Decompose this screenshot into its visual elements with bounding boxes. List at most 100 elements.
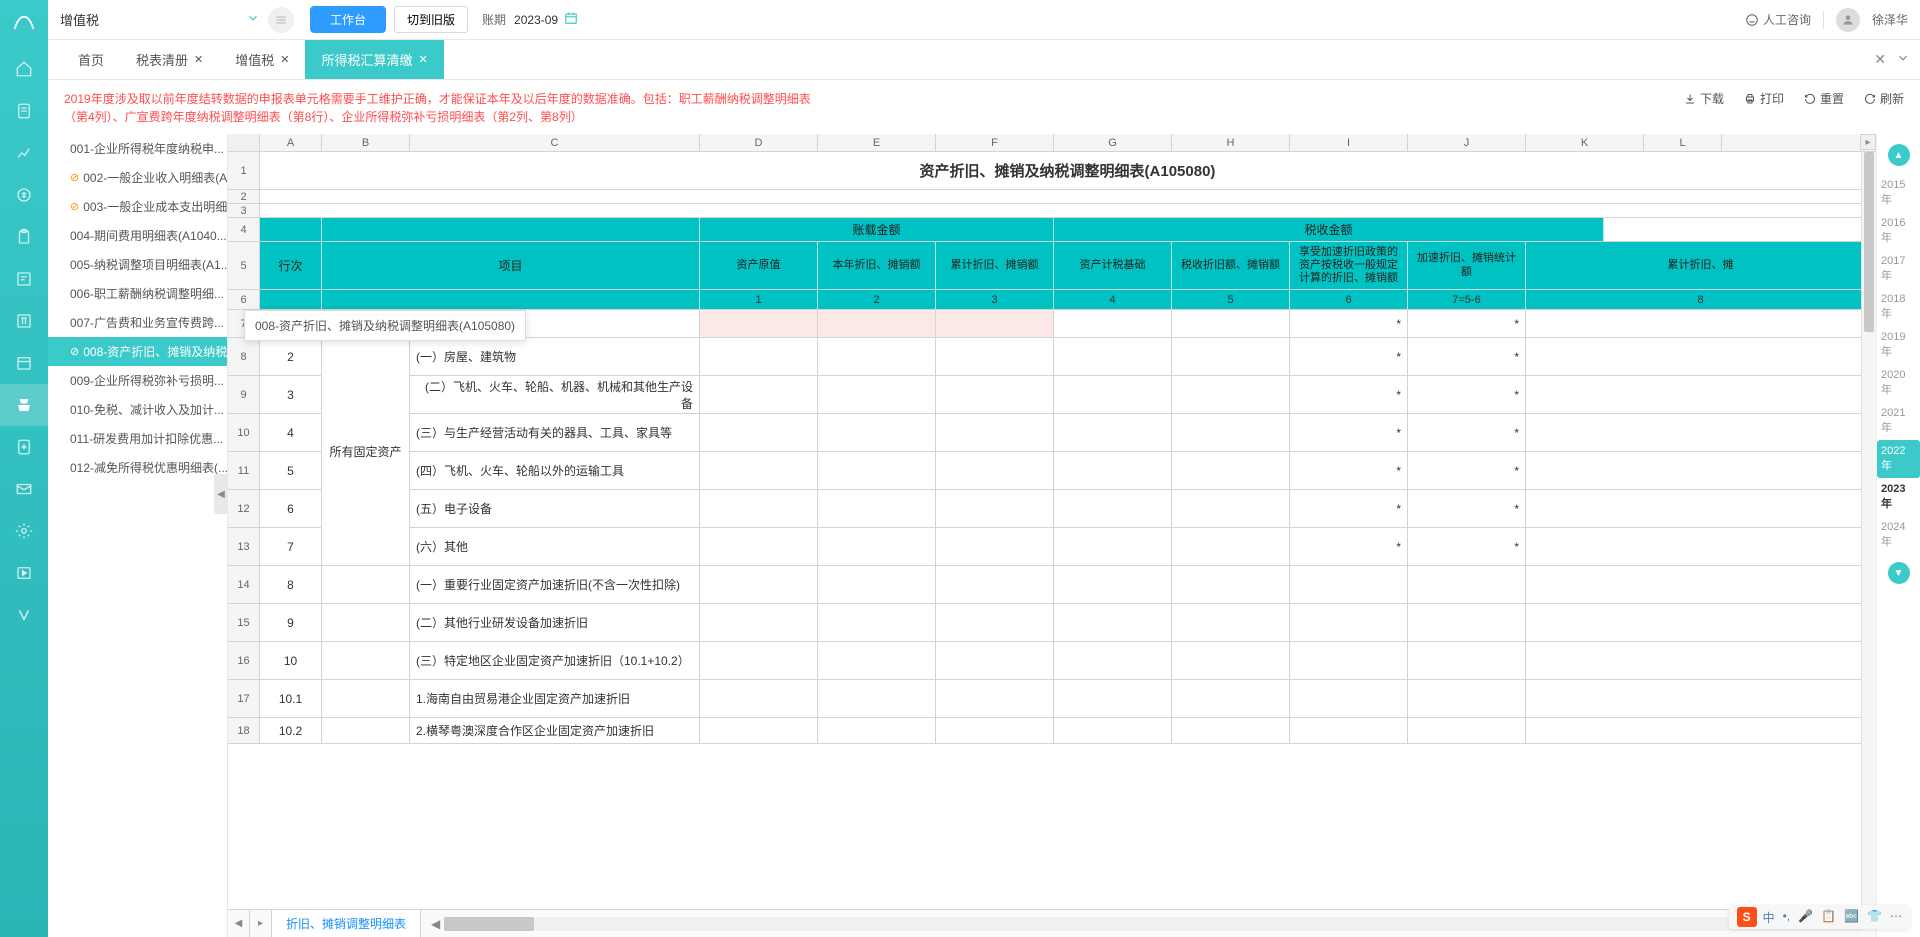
row-header[interactable]: 17 — [228, 680, 260, 717]
table-cell[interactable] — [322, 642, 410, 679]
table-cell[interactable] — [322, 718, 410, 743]
year-item[interactable]: 2016年 — [1877, 212, 1920, 250]
table-cell[interactable] — [1054, 718, 1172, 743]
nav-home-icon[interactable] — [0, 48, 48, 90]
table-cell[interactable] — [936, 604, 1054, 641]
table-cell[interactable] — [700, 642, 818, 679]
table-cell[interactable] — [1526, 338, 1876, 375]
tree-item-10[interactable]: 011-研发费用加计扣除优惠... — [48, 424, 227, 453]
refresh-button[interactable]: 刷新 — [1864, 90, 1904, 107]
table-cell[interactable] — [818, 310, 936, 337]
tree-item-5[interactable]: 006-职工薪酬纳税调整明细... — [48, 279, 227, 308]
user-avatar-icon[interactable] — [1836, 8, 1860, 32]
table-cell[interactable] — [1172, 452, 1290, 489]
table-cell[interactable] — [1054, 642, 1172, 679]
calendar-icon[interactable] — [564, 11, 578, 28]
period-value[interactable]: 2023-09 — [514, 13, 558, 27]
table-cell[interactable] — [818, 680, 936, 717]
table-cell[interactable]: (三）与生产经营活动有关的器具、工具、家具等 — [410, 414, 700, 451]
table-cell[interactable] — [1290, 642, 1408, 679]
ime-logo-icon[interactable]: S — [1737, 907, 1757, 927]
table-cell[interactable] — [322, 680, 410, 717]
year-item[interactable]: 2018年 — [1877, 288, 1920, 326]
tab-2[interactable]: 增值税✕ — [219, 40, 305, 79]
table-cell[interactable] — [1290, 604, 1408, 641]
consult-link[interactable]: 人工咨询 — [1745, 11, 1811, 28]
table-cell[interactable] — [1172, 376, 1290, 413]
table-cell[interactable] — [818, 414, 936, 451]
row-header[interactable]: 11 — [228, 452, 260, 489]
tab-close-icon[interactable]: ✕ — [280, 53, 289, 66]
table-cell[interactable]: * — [1290, 338, 1408, 375]
ime-button[interactable]: 👕 — [1867, 909, 1882, 926]
row-header[interactable]: 3 — [228, 204, 260, 217]
table-cell[interactable] — [700, 566, 818, 603]
year-item[interactable]: 2022年 — [1877, 440, 1920, 478]
table-cell[interactable]: * — [1408, 452, 1526, 489]
table-cell[interactable] — [1526, 642, 1876, 679]
table-cell[interactable]: (一）重要行业固定资产加速折旧(不含一次性扣除) — [410, 566, 700, 603]
col-header-F[interactable]: F — [936, 134, 1054, 151]
table-cell[interactable] — [700, 528, 818, 565]
table-cell[interactable] — [1526, 490, 1876, 527]
table-cell[interactable]: (二）飞机、火车、轮船、机器、机械和其他生产设备 — [410, 376, 700, 413]
nav-mail-icon[interactable] — [0, 468, 48, 510]
tab-3[interactable]: 所得税汇算清缴✕ — [305, 40, 443, 79]
table-cell[interactable] — [936, 566, 1054, 603]
table-cell[interactable] — [1054, 338, 1172, 375]
nav-doc-icon[interactable] — [0, 90, 48, 132]
col-header-I[interactable]: I — [1290, 134, 1408, 151]
table-cell[interactable]: 10.2 — [260, 718, 322, 743]
nav-chart-icon[interactable] — [0, 132, 48, 174]
table-cell[interactable] — [936, 490, 1054, 527]
tab-close-all-icon[interactable]: ✕ — [1874, 51, 1886, 68]
table-cell[interactable]: * — [1408, 414, 1526, 451]
row-header[interactable]: 5 — [228, 242, 260, 289]
row-header[interactable]: 12 — [228, 490, 260, 527]
tree-item-0[interactable]: 001-企业所得税年度纳税申... — [48, 134, 227, 163]
table-cell[interactable]: * — [1408, 490, 1526, 527]
year-item[interactable]: 2019年 — [1877, 326, 1920, 364]
col-header-B[interactable]: B — [322, 134, 410, 151]
table-cell[interactable] — [700, 490, 818, 527]
table-cell[interactable] — [1526, 528, 1876, 565]
col-header-E[interactable]: E — [818, 134, 936, 151]
table-cell[interactable] — [1054, 528, 1172, 565]
table-cell[interactable]: (六）其他 — [410, 528, 700, 565]
table-cell[interactable] — [1526, 310, 1876, 337]
table-cell[interactable] — [818, 376, 936, 413]
row-header[interactable]: 18 — [228, 718, 260, 743]
year-item[interactable]: 2021年 — [1877, 402, 1920, 440]
col-header-J[interactable]: J — [1408, 134, 1526, 151]
row-header[interactable]: 15 — [228, 604, 260, 641]
row-header[interactable]: 8 — [228, 338, 260, 375]
nav-form-icon[interactable] — [0, 258, 48, 300]
table-cell[interactable]: 7 — [260, 528, 322, 565]
table-cell[interactable] — [1172, 414, 1290, 451]
table-cell[interactable] — [1526, 718, 1876, 743]
ime-button[interactable]: 🎤 — [1798, 909, 1813, 926]
nav-tax-icon[interactable] — [0, 384, 48, 426]
workbench-button[interactable]: 工作台 — [310, 6, 386, 33]
table-cell[interactable]: (一）房屋、建筑物 — [410, 338, 700, 375]
table-cell[interactable]: * — [1290, 310, 1408, 337]
year-scroll-down-icon[interactable]: ▼ — [1888, 562, 1910, 584]
table-cell[interactable] — [936, 718, 1054, 743]
year-item[interactable]: 2015年 — [1877, 174, 1920, 212]
nav-settings-icon[interactable] — [0, 510, 48, 552]
table-cell[interactable] — [1526, 414, 1876, 451]
table-cell[interactable] — [1408, 604, 1526, 641]
table-cell[interactable] — [1172, 642, 1290, 679]
table-cell[interactable]: 1.海南自由贸易港企业固定资产加速折旧 — [410, 680, 700, 717]
tree-item-8[interactable]: 009-企业所得税弥补亏损明... — [48, 366, 227, 395]
year-item[interactable]: 2023年 — [1877, 478, 1920, 516]
table-cell[interactable] — [1290, 680, 1408, 717]
horizontal-scrollbar[interactable]: ◀ ▸ — [427, 910, 1876, 937]
table-cell[interactable]: (四）飞机、火车、轮船以外的运输工具 — [410, 452, 700, 489]
col-header-A[interactable]: A — [260, 134, 322, 151]
table-cell[interactable] — [1054, 310, 1172, 337]
table-cell[interactable]: 6 — [260, 490, 322, 527]
tab-more-icon[interactable] — [1896, 51, 1910, 68]
table-cell[interactable]: * — [1408, 528, 1526, 565]
col-header-C[interactable]: C — [410, 134, 700, 151]
